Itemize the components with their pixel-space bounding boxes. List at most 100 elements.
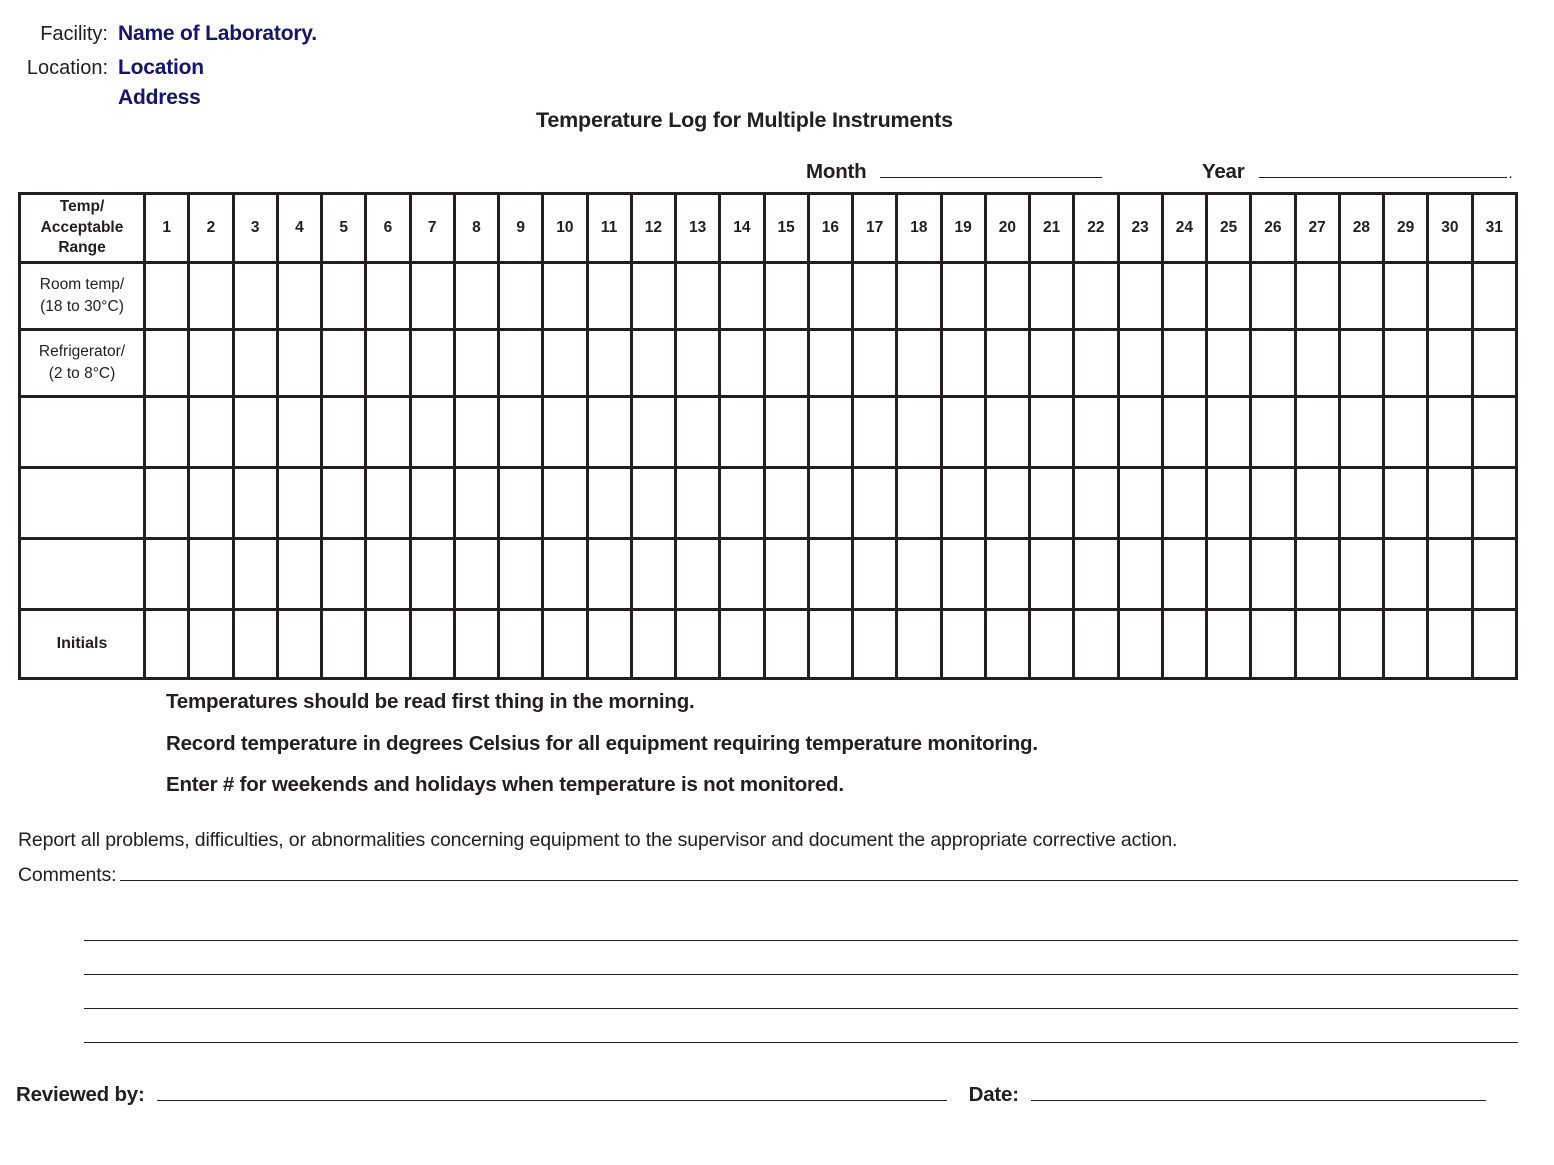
entry-cell-r0-d21[interactable] (1031, 264, 1076, 331)
location-value[interactable]: Location (118, 56, 204, 79)
entry-cell-r1-d23[interactable] (1119, 331, 1164, 398)
entry-cell-r0-d30[interactable] (1429, 264, 1474, 331)
entry-cell-r3-d26[interactable] (1252, 469, 1297, 540)
entry-cell-r0-d28[interactable] (1340, 264, 1385, 331)
entry-cell-r5-d30[interactable] (1429, 611, 1474, 680)
entry-cell-r3-d24[interactable] (1163, 469, 1208, 540)
entry-cell-r2-d8[interactable] (455, 398, 500, 469)
entry-cell-r1-d22[interactable] (1075, 331, 1120, 398)
date-input[interactable] (1030, 1086, 1486, 1101)
entry-cell-r2-d12[interactable] (632, 398, 677, 469)
entry-cell-r0-d6[interactable] (367, 264, 412, 331)
entry-cell-r1-d24[interactable] (1163, 331, 1208, 398)
entry-cell-r2-d19[interactable] (942, 398, 987, 469)
entry-cell-r2-d9[interactable] (500, 398, 545, 469)
entry-cell-r4-d7[interactable] (411, 540, 456, 611)
entry-cell-r3-d9[interactable] (500, 469, 545, 540)
entry-cell-r4-d13[interactable] (677, 540, 722, 611)
entry-cell-r3-d3[interactable] (234, 469, 279, 540)
entry-cell-r0-d20[interactable] (986, 264, 1031, 331)
entry-cell-r0-d31[interactable] (1473, 264, 1518, 331)
entry-cell-r2-d13[interactable] (677, 398, 722, 469)
entry-cell-r0-d11[interactable] (588, 264, 633, 331)
entry-cell-r2-d17[interactable] (854, 398, 899, 469)
entry-cell-r2-d20[interactable] (986, 398, 1031, 469)
entry-cell-r0-d14[interactable] (721, 264, 766, 331)
entry-cell-r5-d5[interactable] (323, 611, 368, 680)
entry-cell-r5-d9[interactable] (500, 611, 545, 680)
entry-cell-r0-d29[interactable] (1385, 264, 1430, 331)
entry-cell-r5-d1[interactable] (146, 611, 191, 680)
entry-cell-r3-d18[interactable] (898, 469, 943, 540)
entry-cell-r1-d3[interactable] (234, 331, 279, 398)
entry-cell-r4-d26[interactable] (1252, 540, 1297, 611)
entry-cell-r3-d4[interactable] (278, 469, 323, 540)
entry-cell-r4-d12[interactable] (632, 540, 677, 611)
entry-cell-r1-d26[interactable] (1252, 331, 1297, 398)
entry-cell-r1-d20[interactable] (986, 331, 1031, 398)
entry-cell-r1-d27[interactable] (1296, 331, 1341, 398)
entry-cell-r1-d11[interactable] (588, 331, 633, 398)
facility-value[interactable]: Name of Laboratory. (118, 22, 317, 45)
entry-cell-r3-d27[interactable] (1296, 469, 1341, 540)
year-input[interactable] (1258, 162, 1507, 178)
entry-cell-r5-d6[interactable] (367, 611, 412, 680)
entry-cell-r4-d1[interactable] (146, 540, 191, 611)
comment-line-input-3[interactable] (84, 962, 1518, 975)
entry-cell-r0-d25[interactable] (1208, 264, 1253, 331)
entry-cell-r4-d19[interactable] (942, 540, 987, 611)
entry-cell-r3-d12[interactable] (632, 469, 677, 540)
entry-cell-r0-d18[interactable] (898, 264, 943, 331)
entry-cell-r0-d8[interactable] (455, 264, 500, 331)
entry-cell-r1-d15[interactable] (765, 331, 810, 398)
entry-cell-r3-d28[interactable] (1340, 469, 1385, 540)
entry-cell-r2-d23[interactable] (1119, 398, 1164, 469)
entry-cell-r4-d23[interactable] (1119, 540, 1164, 611)
entry-cell-r2-d29[interactable] (1385, 398, 1430, 469)
entry-cell-r3-d30[interactable] (1429, 469, 1474, 540)
entry-cell-r1-d9[interactable] (500, 331, 545, 398)
entry-cell-r1-d7[interactable] (411, 331, 456, 398)
entry-cell-r2-d18[interactable] (898, 398, 943, 469)
entry-cell-r2-d10[interactable] (544, 398, 589, 469)
entry-cell-r2-d26[interactable] (1252, 398, 1297, 469)
entry-cell-r5-d20[interactable] (986, 611, 1031, 680)
entry-cell-r2-d28[interactable] (1340, 398, 1385, 469)
entry-cell-r5-d24[interactable] (1163, 611, 1208, 680)
entry-cell-r5-d8[interactable] (455, 611, 500, 680)
entry-cell-r2-d11[interactable] (588, 398, 633, 469)
entry-cell-r3-d7[interactable] (411, 469, 456, 540)
entry-cell-r1-d2[interactable] (190, 331, 235, 398)
entry-cell-r2-d6[interactable] (367, 398, 412, 469)
entry-cell-r5-d4[interactable] (278, 611, 323, 680)
entry-cell-r4-d31[interactable] (1473, 540, 1518, 611)
entry-cell-r1-d31[interactable] (1473, 331, 1518, 398)
entry-cell-r4-d16[interactable] (809, 540, 854, 611)
entry-cell-r5-d31[interactable] (1473, 611, 1518, 680)
entry-cell-r3-d31[interactable] (1473, 469, 1518, 540)
entry-cell-r1-d6[interactable] (367, 331, 412, 398)
entry-cell-r4-d24[interactable] (1163, 540, 1208, 611)
entry-cell-r0-d4[interactable] (278, 264, 323, 331)
entry-cell-r0-d3[interactable] (234, 264, 279, 331)
comments-input[interactable] (120, 868, 1518, 881)
entry-cell-r1-d12[interactable] (632, 331, 677, 398)
entry-cell-r0-d26[interactable] (1252, 264, 1297, 331)
entry-cell-r3-d20[interactable] (986, 469, 1031, 540)
entry-cell-r0-d24[interactable] (1163, 264, 1208, 331)
entry-cell-r3-d22[interactable] (1075, 469, 1120, 540)
entry-cell-r2-d14[interactable] (721, 398, 766, 469)
entry-cell-r4-d30[interactable] (1429, 540, 1474, 611)
reviewed-by-input[interactable] (156, 1086, 947, 1101)
address-value[interactable]: Address (118, 86, 201, 109)
entry-cell-r4-d22[interactable] (1075, 540, 1120, 611)
entry-cell-r2-d3[interactable] (234, 398, 279, 469)
entry-cell-r3-d25[interactable] (1208, 469, 1253, 540)
entry-cell-r1-d25[interactable] (1208, 331, 1253, 398)
entry-cell-r0-d22[interactable] (1075, 264, 1120, 331)
entry-cell-r4-d4[interactable] (278, 540, 323, 611)
entry-cell-r3-d6[interactable] (367, 469, 412, 540)
entry-cell-r5-d23[interactable] (1119, 611, 1164, 680)
entry-cell-r5-d12[interactable] (632, 611, 677, 680)
entry-cell-r3-d29[interactable] (1385, 469, 1430, 540)
